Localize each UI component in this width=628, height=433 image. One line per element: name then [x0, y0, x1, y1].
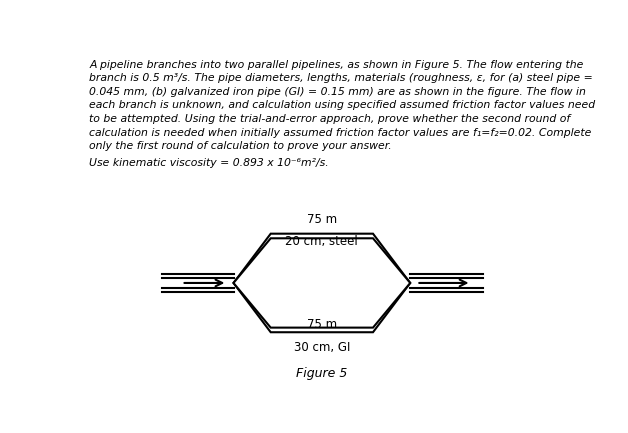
Polygon shape: [234, 234, 410, 332]
Text: Figure 5: Figure 5: [296, 367, 347, 380]
Text: A pipeline branches into two parallel pipelines, as shown in Figure 5. The flow : A pipeline branches into two parallel pi…: [89, 60, 595, 151]
Text: 30 cm, GI: 30 cm, GI: [294, 342, 350, 355]
Text: Use kinematic viscosity = 0.893 x 10⁻⁶m²/s.: Use kinematic viscosity = 0.893 x 10⁻⁶m²…: [89, 158, 329, 168]
Text: 75 m: 75 m: [307, 213, 337, 226]
Polygon shape: [234, 238, 410, 328]
Text: 75 m: 75 m: [307, 318, 337, 331]
Text: 20 cm, steel: 20 cm, steel: [286, 235, 358, 248]
